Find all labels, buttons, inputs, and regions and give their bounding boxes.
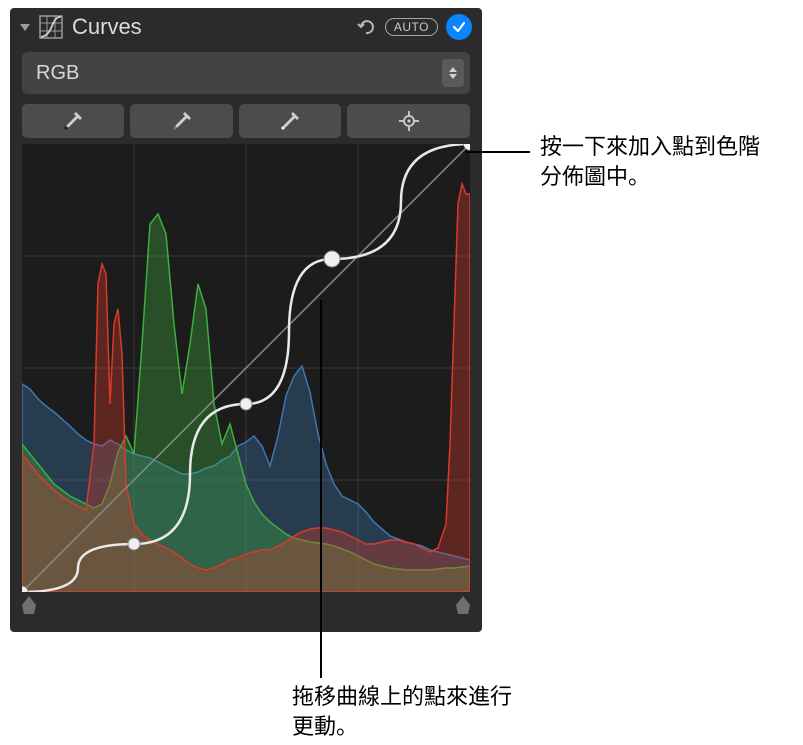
callout-add-point: 按一下來加入點到色階分佈圖中。 xyxy=(540,132,770,191)
curves-histogram[interactable] xyxy=(22,144,470,592)
curves-panel: Curves AUTO RGB xyxy=(10,8,482,632)
add-point-button[interactable] xyxy=(347,104,470,138)
eyedropper-icon xyxy=(279,110,301,132)
add-point-icon xyxy=(397,109,421,133)
eyedropper-black-button[interactable] xyxy=(22,104,124,138)
histogram-svg xyxy=(22,144,470,592)
callout-line-add xyxy=(466,151,530,153)
white-point-slider[interactable] xyxy=(456,596,470,614)
enabled-checkmark[interactable] xyxy=(446,14,472,40)
disclosure-triangle[interactable] xyxy=(20,24,30,31)
channel-dropdown[interactable]: RGB xyxy=(22,52,470,94)
callout-line-drag xyxy=(320,300,322,678)
panel-header: Curves AUTO xyxy=(10,8,482,48)
eyedropper-toolbar xyxy=(22,104,470,138)
curves-icon xyxy=(38,14,64,40)
range-sliders xyxy=(22,596,470,614)
auto-button[interactable]: AUTO xyxy=(385,18,438,36)
stepper-arrows-icon xyxy=(442,59,464,87)
eyedropper-gray-button[interactable] xyxy=(130,104,232,138)
eyedropper-icon xyxy=(171,110,193,132)
eyedropper-white-button[interactable] xyxy=(239,104,341,138)
channel-dropdown-value: RGB xyxy=(36,62,79,85)
panel-title: Curves xyxy=(72,14,347,40)
callout-drag-point: 拖移曲線上的點來進行更動。 xyxy=(292,682,522,741)
eyedropper-icon xyxy=(62,110,84,132)
black-point-slider[interactable] xyxy=(22,596,36,614)
undo-icon[interactable] xyxy=(355,17,377,37)
